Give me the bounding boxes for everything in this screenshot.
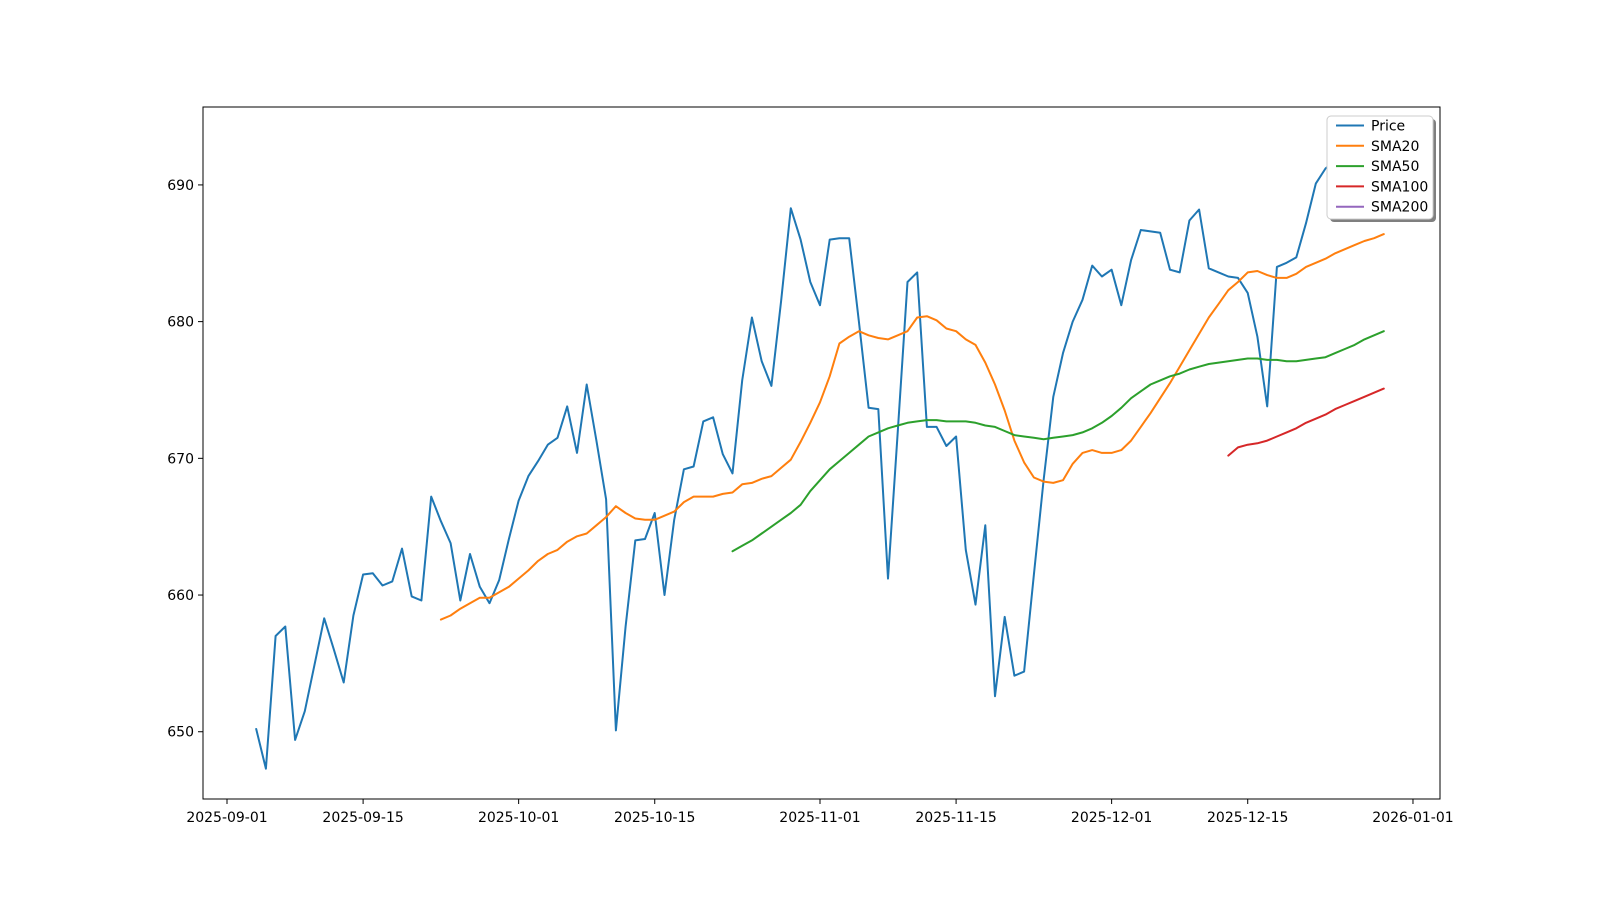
x-tick-label: 2025-11-01 [779, 810, 860, 826]
x-tick-label: 2025-09-01 [186, 810, 267, 826]
x-tick-label: 2025-10-15 [614, 810, 695, 826]
x-tick-label: 2025-09-15 [322, 810, 403, 826]
y-tick-label: 670 [167, 451, 194, 467]
y-tick-label: 660 [167, 588, 194, 604]
price-line [255, 137, 1385, 770]
x-tick-label: 2025-12-15 [1207, 810, 1288, 826]
x-tick-label: 2025-11-15 [915, 810, 996, 826]
legend-label-sma200: SMA200 [1371, 200, 1428, 216]
y-tick-label: 680 [167, 315, 194, 331]
sma20-line [439, 233, 1385, 621]
x-tick-label: 2025-10-01 [478, 810, 559, 826]
sma100-line [1227, 387, 1385, 457]
legend-label-price: Price [1371, 119, 1405, 135]
y-tick-label: 650 [167, 725, 194, 741]
y-tick-label: 690 [167, 178, 194, 194]
legend-box [1326, 115, 1434, 220]
legend-label-sma100: SMA100 [1371, 179, 1428, 195]
x-tick-label: 2026-01-01 [1372, 810, 1453, 826]
plot-area [203, 107, 1440, 799]
legend-label-sma50: SMA50 [1371, 159, 1419, 175]
legend: Price SMA20 SMA50 SMA100 SMA200 [1326, 115, 1436, 222]
axes-border [202, 106, 1441, 800]
y-axis: 650 660 670 680 690 [167, 178, 203, 741]
x-axis: 2025-09-01 2025-09-15 2025-10-01 2025-10-15… [186, 799, 1454, 826]
sma50-line [731, 330, 1385, 553]
legend-label-sma20: SMA20 [1371, 139, 1419, 155]
x-tick-label: 2025-12-01 [1071, 810, 1152, 826]
